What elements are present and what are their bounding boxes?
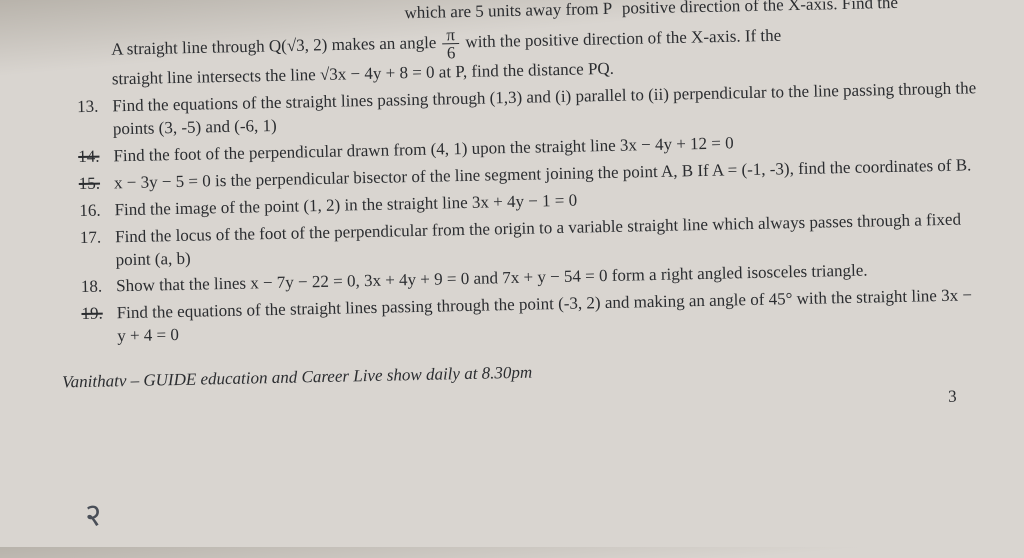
fraction: π 6 [442,26,459,61]
question-number: 13. [56,95,113,142]
question-number: 14. [57,145,113,169]
question-number: 15. [58,172,114,196]
page-content: 12. which are 5 units away from P positi… [0,0,1024,449]
handwritten-scribble: २ [83,492,104,537]
text: with the positive direction of the X-axi… [461,26,781,52]
question-number: 19. [61,303,118,350]
frac-top: π [442,26,459,44]
question-number: 17. [59,226,116,273]
text: A straight line through [111,36,269,58]
frac-bot: 6 [443,44,460,61]
partial-text: positive direction of the X-axis. Find t… [622,0,899,18]
question-number: 16. [58,199,114,223]
text: makes an angle [327,33,441,54]
question-number: 18. [60,276,116,300]
partial-text: which are 5 units away from P [404,0,611,22]
footer-text: Vanithatv – GUIDE education and Career L… [62,363,532,392]
q-expr: Q(√3, 2) [269,35,328,55]
